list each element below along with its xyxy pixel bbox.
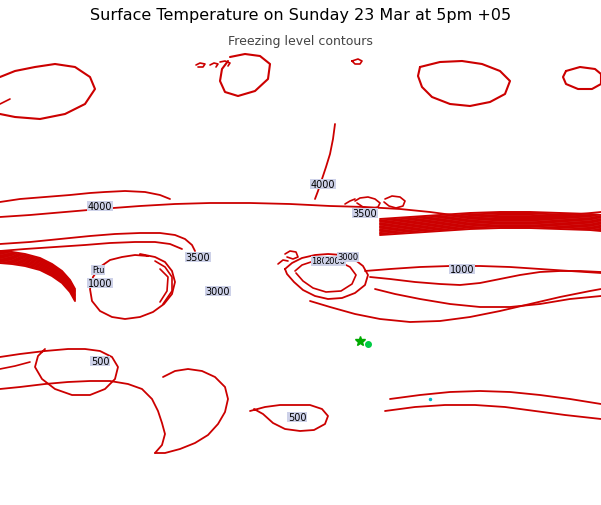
Text: 3500: 3500 — [186, 252, 210, 263]
Text: 1800: 1800 — [311, 257, 332, 266]
Text: 1000: 1000 — [450, 265, 474, 274]
Text: Ftu: Ftu — [92, 266, 104, 275]
Text: 3000: 3000 — [337, 253, 359, 262]
Text: 4000: 4000 — [88, 201, 112, 212]
Text: 4000: 4000 — [311, 180, 335, 189]
Text: Surface Temperature on Sunday 23 Mar at 5pm +05: Surface Temperature on Sunday 23 Mar at … — [90, 8, 511, 23]
Text: 3500: 3500 — [353, 209, 377, 219]
Text: 2000: 2000 — [325, 257, 346, 266]
Text: 500: 500 — [288, 412, 307, 422]
Text: Freezing level contours: Freezing level contours — [228, 35, 373, 48]
Text: 500: 500 — [91, 357, 109, 366]
Text: 3000: 3000 — [206, 286, 230, 296]
Text: 1000: 1000 — [88, 278, 112, 288]
